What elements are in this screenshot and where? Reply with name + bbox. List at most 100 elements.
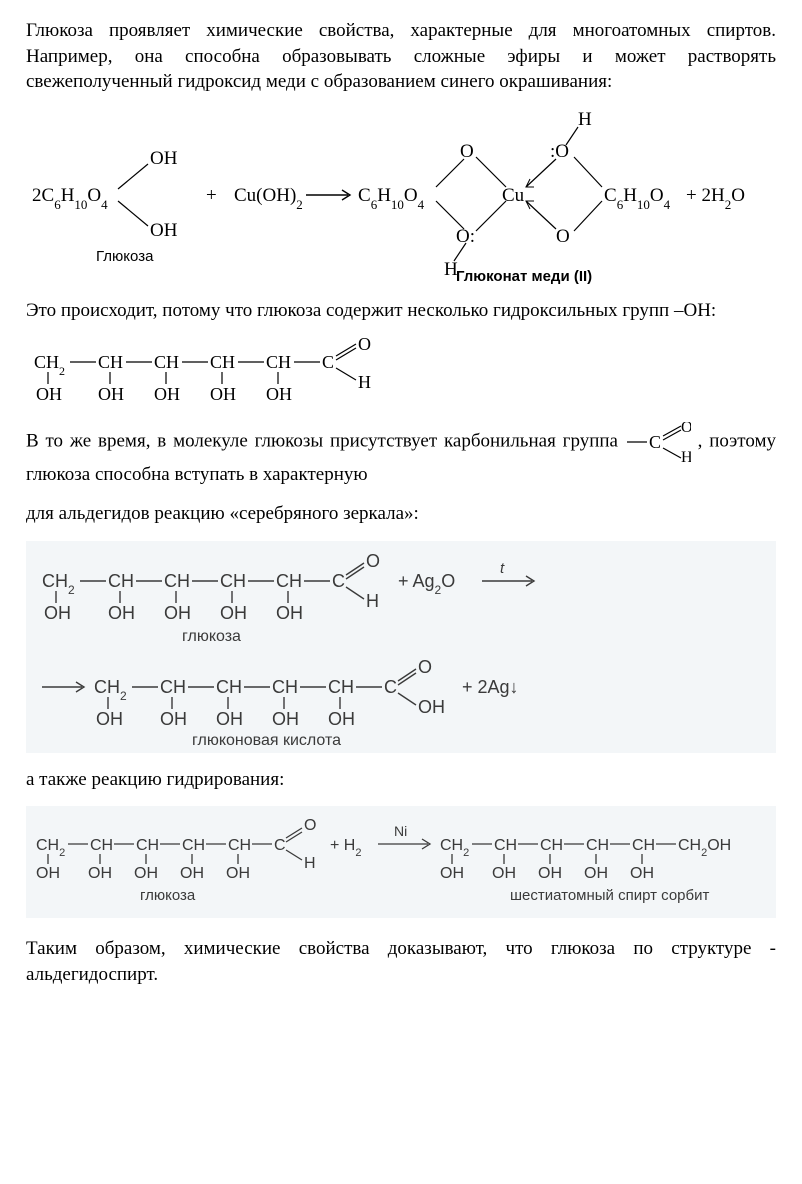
svg-text:CH2: CH2 [34,352,65,378]
svg-text:CH: CH [328,677,354,697]
svg-text:CH2OH: CH2OH [678,837,731,859]
svg-text:OH: OH [630,865,654,882]
svg-text:CH2: CH2 [440,837,469,859]
svg-text:+ Ag2O: + Ag2O [398,571,455,597]
paragraph-carbonyl: В то же время, в молекуле глюкозы присут… [26,422,776,488]
svg-text:OH: OH [220,603,247,623]
svg-text:+ 2H2O: + 2H2O [686,185,745,212]
svg-text:2C6H10O4: 2C6H10O4 [32,185,108,212]
svg-text:C: C [322,352,334,372]
svg-text:C6H10O4: C6H10O4 [358,185,425,212]
svg-text:OH: OH [164,603,191,623]
svg-text:глюкоза: глюкоза [140,887,196,904]
svg-text:OH: OH [440,865,464,882]
svg-text:CH2: CH2 [94,677,127,703]
paragraph-silver-mirror: для альдегидов реакцию «серебряного зерк… [26,501,776,527]
svg-text:CH: CH [98,352,123,372]
svg-text:CH2: CH2 [36,837,65,859]
svg-text:O: O [418,657,432,677]
svg-text:O: O [681,422,691,436]
svg-text:шестиатомный спирт сорбит: шестиатомный спирт сорбит [510,887,709,904]
svg-text:O: O [556,226,570,247]
svg-text:O: O [460,141,474,162]
svg-text:глюконовая кислота: глюконовая кислота [192,732,341,749]
svg-text:CH: CH [228,837,251,854]
svg-text:OH: OH [266,384,292,404]
svg-text:OH: OH [44,603,71,623]
svg-text:OH: OH [418,697,445,717]
svg-text:Глюкоза: Глюкоза [96,248,154,265]
svg-text:CH: CH [136,837,159,854]
paragraph-oh-groups: Это происходит, потому что глюкоза содер… [26,298,776,324]
svg-text:+ 2Ag↓: + 2Ag↓ [462,677,519,697]
svg-text:C6H10O4: C6H10O4 [604,185,671,212]
svg-text:OH: OH [226,865,250,882]
svg-text:Ni: Ni [394,823,407,839]
reaction-hydrogenation-diagram: CH2 CH CH CH CH C O H OH OH OH OH OH глю… [26,806,776,918]
reaction-cuoh2-diagram: 2C6H10O4 OH OH Глюкоза + Cu(OH)2 C6H10O4… [26,109,776,284]
inline-cho-icon: C O H [625,422,691,462]
svg-text:+: + [206,185,217,206]
reaction-silver-mirror-diagram: --> CH2 CH CH CH CH C O H OH OH [26,541,776,753]
svg-text:CH: CH [632,837,655,854]
svg-text:CH: CH [182,837,205,854]
svg-text:Cu: Cu [502,185,525,206]
svg-text:CH: CH [276,571,302,591]
svg-text:OH: OH [150,148,178,169]
svg-text:OH: OH [276,603,303,623]
svg-text:O: O [366,551,380,571]
svg-text:CH: CH [210,352,235,372]
svg-text:OH: OH [160,709,187,729]
svg-text:C: C [384,677,397,697]
svg-text:CH: CH [160,677,186,697]
svg-text:H: H [578,109,592,130]
svg-text:OH: OH [180,865,204,882]
svg-text:O: O [358,338,371,354]
svg-text:Глюконат меди (II): Глюконат меди (II) [456,268,592,284]
svg-text:CH: CH [540,837,563,854]
svg-text:O: O [304,817,316,834]
svg-text:OH: OH [150,220,178,241]
svg-text:OH: OH [154,384,180,404]
svg-text:CH: CH [220,571,246,591]
svg-text:глюкоза: глюкоза [182,628,241,645]
svg-text:OH: OH [108,603,135,623]
svg-text:CH: CH [266,352,291,372]
svg-text:OH: OH [88,865,112,882]
svg-text:OH: OH [134,865,158,882]
svg-text:OH: OH [98,384,124,404]
svg-text:C: C [649,432,661,452]
svg-text:H: H [304,855,316,872]
svg-text:CH: CH [90,837,113,854]
svg-text:+ H2: + H2 [330,837,361,859]
svg-text:CH: CH [494,837,517,854]
svg-text:H: H [366,591,379,611]
svg-text:OH: OH [36,865,60,882]
svg-text:OH: OH [538,865,562,882]
svg-text:CH: CH [164,571,190,591]
svg-text:CH: CH [586,837,609,854]
svg-text:OH: OH [272,709,299,729]
svg-text:CH: CH [154,352,179,372]
svg-text:H: H [681,449,691,462]
svg-text:H: H [358,372,371,392]
glucose-open-chain-diagram: CH2 CH CH CH CH C O H OH OH OH OH OH [26,338,776,408]
svg-text:Cu(OH)2: Cu(OH)2 [234,185,303,212]
paragraph-hydrogenation: а также реакцию гидрирования: [26,767,776,793]
svg-text:OH: OH [492,865,516,882]
svg-text:OH: OH [96,709,123,729]
svg-text:OH: OH [36,384,62,404]
paragraph-conclusion: Таким образом, химические свойства доказ… [26,936,776,987]
paragraph-intro: Глюкоза проявляет химические свойства, х… [26,18,776,95]
svg-text:OH: OH [584,865,608,882]
svg-text:OH: OH [216,709,243,729]
svg-text:CH: CH [216,677,242,697]
svg-text:OH: OH [328,709,355,729]
svg-text:CH: CH [108,571,134,591]
svg-text:C: C [332,571,345,591]
svg-text:CH2: CH2 [42,571,75,597]
svg-text:OH: OH [210,384,236,404]
svg-text:C: C [274,837,286,854]
svg-text:CH: CH [272,677,298,697]
svg-text:t: t [500,560,505,577]
